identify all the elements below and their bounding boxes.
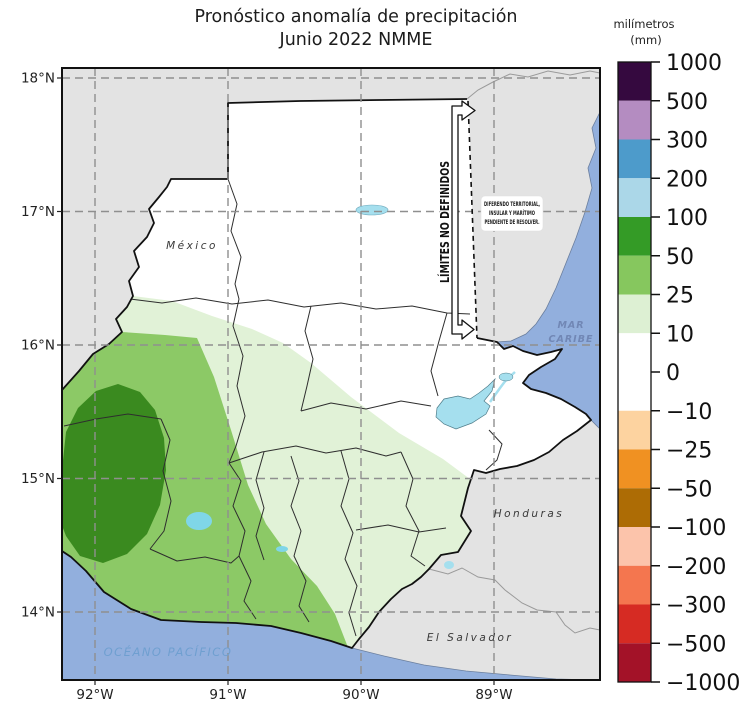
x-axis: 92°W 91°W 90°W 89°W — [76, 680, 513, 703]
mexico-label: México — [166, 240, 218, 252]
y-tick-18n: 18°N — [21, 71, 55, 87]
mar-caribe-label-line2: CARIBE — [549, 334, 594, 345]
cbar-label: −200 — [666, 555, 726, 580]
colorbar-unit-line1: milímetros — [613, 17, 674, 31]
colorbar-unit-line2: (mm) — [630, 33, 661, 47]
colorbar-segment — [618, 217, 651, 256]
lake-peten-itza — [355, 204, 389, 216]
y-tick-15n: 15°N — [21, 471, 55, 487]
cbar-label: 10 — [666, 322, 694, 347]
map-area: LÍMITES NO DEFINIDOS DIFERENDO TERRITORI… — [62, 68, 600, 680]
lake-guija — [444, 561, 454, 569]
cbar-label: 100 — [666, 206, 708, 231]
map-frame — [61, 67, 601, 681]
cbar-label: −25 — [666, 439, 712, 464]
diferendo-line1: DIFERENDO TERRITORIAL, — [484, 201, 540, 208]
colorbar-segment — [618, 255, 651, 295]
colorbar-segments — [618, 62, 651, 682]
department-borders — [63, 178, 503, 637]
lake-atitlan — [186, 512, 212, 530]
diferendo-info-box: DIFERENDO TERRITORIAL, INSULAR Y MARÍTIM… — [480, 195, 544, 232]
colorbar-segment — [618, 449, 651, 489]
colorbar-segment — [618, 527, 651, 566]
cbar-label: −100 — [666, 516, 726, 541]
cbar-label: 500 — [666, 90, 708, 115]
diferendo-line3: PENDIENTE DE RESOLVER. — [485, 219, 540, 226]
y-tick-16n: 16°N — [21, 338, 55, 354]
colorbar-tick-marks — [651, 61, 660, 683]
colorbar-segment — [618, 643, 651, 682]
cbar-label: 25 — [666, 284, 694, 309]
oceano-pacifico-label: OCÉANO PACÍFICO — [104, 644, 233, 659]
x-tick-89w: 89°W — [475, 687, 512, 703]
mar-caribe-label-line1: MAR — [557, 320, 584, 331]
honduras-elsalvador-border — [428, 567, 600, 634]
lake-el-golfete — [498, 372, 514, 382]
colorbar-segment — [618, 139, 651, 179]
undefined-belize-border-dashed — [467, 100, 478, 339]
cbar-label: −1000 — [666, 671, 740, 696]
cbar-label: 300 — [666, 129, 708, 154]
colorbar-segment — [618, 100, 651, 140]
x-tick-91w: 91°W — [209, 687, 246, 703]
cbar-label: 0 — [666, 361, 680, 386]
colorbar-segment — [618, 565, 651, 605]
band-50-100mm — [62, 384, 166, 563]
cbar-label: 1000 — [666, 51, 722, 76]
colorbar-segment — [618, 294, 651, 334]
el-salvador-label: El Salvador — [427, 632, 513, 644]
colorbar-tick-labels: 1000 500 300 200 100 50 25 10 0 −10 −25 … — [666, 51, 740, 696]
colorbar-segment — [618, 604, 651, 644]
y-tick-14n: 14°N — [21, 605, 55, 621]
limites-no-definidos-label: LÍMITES NO DEFINIDOS — [437, 161, 452, 283]
colorbar-segment — [618, 62, 651, 101]
mexico-belize-border — [466, 70, 600, 100]
lake-amatitlan — [276, 546, 288, 552]
limites-bracket-arrow — [451, 100, 476, 340]
y-axis: 18°N 17°N 16°N 15°N 14°N — [21, 71, 62, 621]
lake-izabal — [435, 377, 496, 430]
cbar-label: 50 — [666, 245, 694, 270]
cbar-label: −50 — [666, 477, 712, 502]
colorbar-segment — [618, 333, 651, 372]
figure-title-line2: Junio 2022 NMME — [279, 30, 433, 50]
colorbar-segment — [618, 410, 651, 450]
colorbar: milímetros (mm) — [613, 17, 740, 696]
honduras-label: Honduras — [494, 508, 565, 520]
diferendo-line2: INSULAR Y MARÍTIMO — [489, 209, 535, 217]
x-tick-90w: 90°W — [342, 687, 379, 703]
colorbar-segment — [618, 372, 651, 411]
cbar-label: 200 — [666, 167, 708, 192]
colorbar-segment — [618, 178, 651, 217]
x-tick-92w: 92°W — [76, 687, 113, 703]
cbar-label: −300 — [666, 594, 726, 619]
cbar-label: −10 — [666, 400, 712, 425]
figure-title-line1: Pronóstico anomalía de precipitación — [194, 7, 517, 27]
colorbar-segment — [618, 488, 651, 527]
cbar-label: −500 — [666, 632, 726, 657]
y-tick-17n: 17°N — [21, 204, 55, 220]
